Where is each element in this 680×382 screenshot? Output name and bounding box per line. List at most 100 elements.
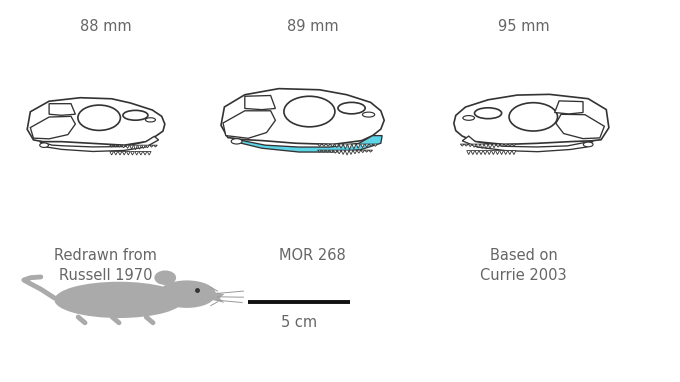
Polygon shape xyxy=(333,150,337,153)
Polygon shape xyxy=(360,144,364,147)
Ellipse shape xyxy=(54,282,184,318)
Polygon shape xyxy=(476,144,480,148)
Polygon shape xyxy=(146,145,150,148)
Polygon shape xyxy=(479,151,483,155)
Polygon shape xyxy=(143,152,147,155)
Text: 5 cm: 5 cm xyxy=(281,315,318,330)
Polygon shape xyxy=(373,144,377,146)
Polygon shape xyxy=(364,144,369,147)
Ellipse shape xyxy=(509,103,558,131)
Polygon shape xyxy=(326,144,330,146)
Polygon shape xyxy=(500,151,503,155)
Polygon shape xyxy=(126,152,130,155)
Polygon shape xyxy=(335,144,339,147)
Polygon shape xyxy=(337,150,341,154)
Polygon shape xyxy=(347,144,352,150)
Polygon shape xyxy=(472,144,476,147)
Polygon shape xyxy=(484,144,488,149)
Polygon shape xyxy=(471,151,475,155)
Polygon shape xyxy=(496,144,500,147)
Polygon shape xyxy=(39,136,158,152)
Polygon shape xyxy=(126,145,129,149)
Ellipse shape xyxy=(154,270,176,285)
Polygon shape xyxy=(369,144,373,146)
Polygon shape xyxy=(318,150,322,152)
Polygon shape xyxy=(357,150,361,153)
Polygon shape xyxy=(245,96,275,110)
Polygon shape xyxy=(322,144,326,146)
Ellipse shape xyxy=(146,118,156,122)
Polygon shape xyxy=(322,150,326,152)
Polygon shape xyxy=(483,151,487,155)
Polygon shape xyxy=(345,150,349,155)
Polygon shape xyxy=(349,150,353,154)
Ellipse shape xyxy=(231,139,242,144)
Polygon shape xyxy=(364,150,369,152)
Polygon shape xyxy=(464,144,468,146)
Polygon shape xyxy=(475,151,479,155)
Polygon shape xyxy=(118,145,122,147)
Polygon shape xyxy=(148,152,151,155)
Polygon shape xyxy=(49,104,75,115)
Polygon shape xyxy=(221,89,384,144)
Polygon shape xyxy=(122,145,126,148)
Polygon shape xyxy=(462,136,594,152)
Ellipse shape xyxy=(463,116,475,120)
Polygon shape xyxy=(114,152,118,155)
Polygon shape xyxy=(109,145,114,147)
Polygon shape xyxy=(141,145,146,149)
Polygon shape xyxy=(27,98,165,145)
Polygon shape xyxy=(341,150,345,154)
Ellipse shape xyxy=(475,108,502,119)
Polygon shape xyxy=(352,144,356,149)
Polygon shape xyxy=(360,150,364,152)
Text: 89 mm: 89 mm xyxy=(287,19,339,34)
Polygon shape xyxy=(131,152,135,155)
Polygon shape xyxy=(339,144,343,148)
Ellipse shape xyxy=(39,143,48,147)
Polygon shape xyxy=(329,150,333,152)
Polygon shape xyxy=(508,144,512,146)
Polygon shape xyxy=(504,144,508,146)
Polygon shape xyxy=(114,145,118,147)
Polygon shape xyxy=(233,136,382,152)
Polygon shape xyxy=(356,144,360,148)
Polygon shape xyxy=(137,145,141,149)
Polygon shape xyxy=(512,144,516,146)
Polygon shape xyxy=(135,152,139,155)
Polygon shape xyxy=(154,145,157,147)
Polygon shape xyxy=(488,151,491,155)
Text: Redrawn from
Russell 1970: Redrawn from Russell 1970 xyxy=(54,248,157,283)
Polygon shape xyxy=(343,144,347,149)
Text: 88 mm: 88 mm xyxy=(80,19,131,34)
Polygon shape xyxy=(118,152,122,155)
Polygon shape xyxy=(512,151,516,155)
Polygon shape xyxy=(488,144,492,149)
Text: MOR 268: MOR 268 xyxy=(279,248,346,263)
Polygon shape xyxy=(469,144,472,147)
Polygon shape xyxy=(139,152,143,155)
Polygon shape xyxy=(369,150,373,152)
Ellipse shape xyxy=(284,96,335,127)
Polygon shape xyxy=(496,151,499,155)
Polygon shape xyxy=(134,145,137,150)
Polygon shape xyxy=(460,144,464,146)
Polygon shape xyxy=(556,114,605,139)
Polygon shape xyxy=(122,152,126,155)
Polygon shape xyxy=(466,151,471,155)
Polygon shape xyxy=(480,144,484,149)
Ellipse shape xyxy=(123,110,148,120)
Polygon shape xyxy=(150,145,154,147)
Polygon shape xyxy=(109,152,114,155)
Polygon shape xyxy=(31,117,75,139)
Polygon shape xyxy=(204,290,224,303)
Text: Based on
Currie 2003: Based on Currie 2003 xyxy=(480,248,567,283)
Polygon shape xyxy=(492,151,495,155)
Text: 95 mm: 95 mm xyxy=(498,19,549,34)
Polygon shape xyxy=(508,151,512,155)
Polygon shape xyxy=(454,94,609,144)
Ellipse shape xyxy=(158,280,216,308)
Polygon shape xyxy=(130,145,133,149)
Polygon shape xyxy=(318,144,322,146)
Polygon shape xyxy=(353,150,357,154)
